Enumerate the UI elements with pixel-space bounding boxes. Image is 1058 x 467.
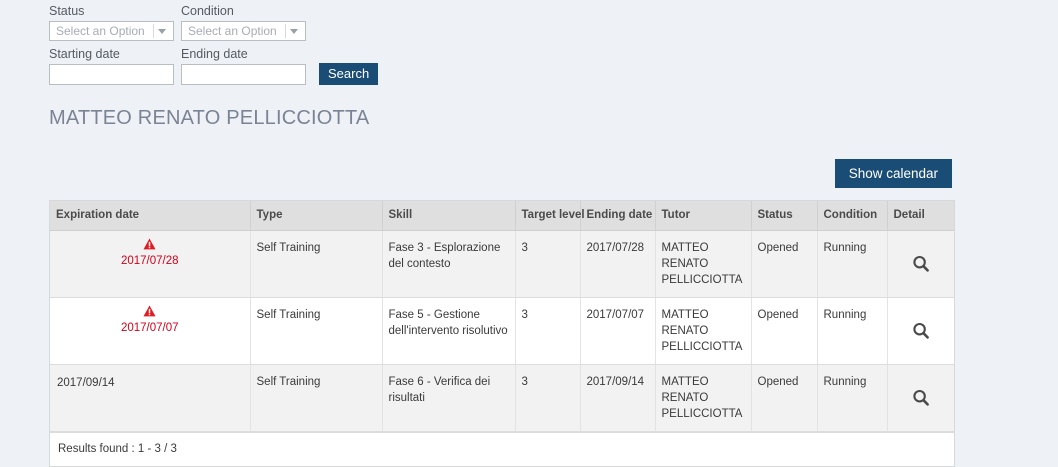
show-calendar-button[interactable]: Show calendar — [834, 159, 952, 188]
cell-target-level: 3 — [515, 364, 581, 432]
table-row: 2017/07/07 Self Training Fase 5 - Gestio… — [50, 297, 954, 365]
table-body: 2017/07/28 Self Training Fase 3 - Esplor… — [50, 230, 954, 432]
condition-field: Condition Select an Option — [181, 3, 306, 41]
table-head: Expiration date Type Skill Target level … — [50, 201, 954, 231]
column-header-ending-date[interactable]: Ending date — [580, 201, 656, 231]
cell-detail — [887, 297, 954, 365]
starting-date-field: Starting date — [49, 46, 174, 85]
cell-status: Opened — [751, 364, 818, 432]
ending-date-label: Ending date — [181, 47, 248, 61]
column-header-detail[interactable]: Detail — [887, 201, 954, 231]
cell-condition: Running — [817, 364, 888, 432]
warning-triangle-icon — [143, 305, 156, 317]
condition-select-divider — [285, 24, 286, 38]
cell-expiration-date: 2017/07/07 — [50, 297, 251, 365]
cell-skill: Fase 3 - Esplorazione del contesto — [382, 230, 516, 298]
column-header-skill[interactable]: Skill — [382, 201, 516, 231]
cell-type: Self Training — [250, 230, 383, 298]
cell-target-level: 3 — [515, 230, 581, 298]
cell-skill: Fase 5 - Gestione dell'intervento risolu… — [382, 297, 516, 365]
table-header-row: Expiration date Type Skill Target level … — [50, 201, 954, 231]
cell-tutor: MATTEO RENATO PELLICCIOTTA — [655, 297, 752, 365]
filter-row-dates: Starting date Ending date Search — [49, 46, 969, 85]
chevron-down-icon — [158, 29, 166, 34]
search-filter-panel: Status Select an Option Condition Select… — [49, 3, 969, 85]
expiration-date-value: 2017/07/07 — [120, 322, 179, 334]
condition-select-value: Select an Option — [188, 24, 277, 38]
column-header-type[interactable]: Type — [250, 201, 383, 231]
cell-ending-date: 2017/07/28 — [580, 230, 656, 298]
status-field: Status Select an Option — [49, 3, 174, 41]
column-header-tutor[interactable]: Tutor — [655, 201, 752, 231]
show-calendar-container: Show calendar — [834, 159, 952, 188]
column-header-status[interactable]: Status — [751, 201, 818, 231]
page-root: Status Select an Option Condition Select… — [49, 3, 969, 467]
chevron-down-icon — [290, 29, 298, 34]
status-select-value: Select an Option — [56, 24, 145, 38]
magnifier-icon[interactable] — [911, 321, 931, 341]
column-header-expiration-date[interactable]: Expiration date — [50, 201, 251, 231]
cell-skill: Fase 6 - Verifica dei risultati — [382, 364, 516, 432]
cell-expiration-date: 2017/09/14 — [50, 364, 251, 432]
column-header-target-level[interactable]: Target level — [515, 201, 585, 231]
magnifier-icon[interactable] — [911, 388, 931, 408]
cell-tutor: MATTEO RENATO PELLICCIOTTA — [655, 230, 752, 298]
starting-date-label: Starting date — [49, 47, 120, 61]
cell-condition: Running — [817, 230, 888, 298]
expiration-date-value: 2017/07/28 — [120, 255, 179, 267]
condition-select[interactable]: Select an Option — [181, 21, 306, 41]
cell-type: Self Training — [250, 364, 383, 432]
condition-label: Condition — [181, 4, 234, 18]
cell-detail — [887, 230, 954, 298]
table-row: 2017/09/14 Self Training Fase 6 - Verifi… — [50, 364, 954, 432]
cell-type: Self Training — [250, 297, 383, 365]
status-label: Status — [49, 4, 85, 18]
status-select-divider — [153, 24, 154, 38]
page-title: MATTEO RENATO PELLICCIOTTA — [49, 107, 370, 129]
expiration-date-value: 2017/09/14 — [57, 377, 115, 389]
magnifier-icon[interactable] — [911, 254, 931, 274]
starting-date-input[interactable] — [49, 64, 174, 85]
cell-ending-date: 2017/09/14 — [580, 364, 656, 432]
cell-condition: Running — [817, 297, 888, 365]
filter-row-selects: Status Select an Option Condition Select… — [49, 3, 969, 41]
cell-status: Opened — [751, 230, 818, 298]
table-row: 2017/07/28 Self Training Fase 3 - Esplor… — [50, 230, 954, 298]
cell-status: Opened — [751, 297, 818, 365]
status-select[interactable]: Select an Option — [49, 21, 174, 41]
search-button[interactable]: Search — [319, 63, 379, 85]
results-count: Results found : 1 - 3 / 3 — [50, 432, 954, 466]
cell-tutor: MATTEO RENATO PELLICCIOTTA — [655, 364, 752, 432]
results-table: Expiration date Type Skill Target level … — [50, 201, 954, 432]
column-header-condition[interactable]: Condition — [817, 201, 888, 231]
cell-expiration-date: 2017/07/28 — [50, 230, 251, 298]
cell-ending-date: 2017/07/07 — [580, 297, 656, 365]
warning-triangle-icon — [143, 238, 156, 250]
ending-date-input[interactable] — [181, 64, 306, 85]
cell-detail — [887, 364, 954, 432]
cell-target-level: 3 — [515, 297, 581, 365]
ending-date-field: Ending date — [181, 46, 306, 85]
